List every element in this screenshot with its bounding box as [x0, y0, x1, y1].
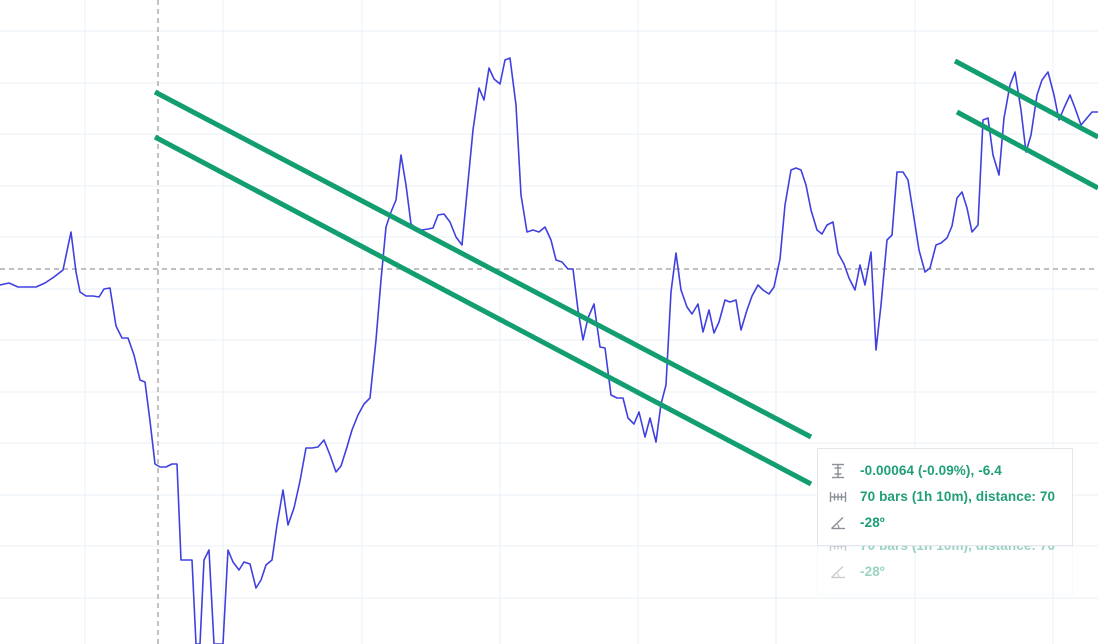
channel-2-upper[interactable] — [953, 58, 1098, 140]
channel-1-lower[interactable] — [153, 134, 813, 487]
angle-icon — [828, 515, 848, 531]
tooltip-row-bars: 70 bars (1h 10m), distance: 70 — [828, 484, 1060, 510]
grid-vertical-lines — [84, 0, 1054, 644]
tooltip-row-angle: -28º — [828, 510, 1060, 536]
price-line-series — [0, 57, 1098, 644]
tooltip-angle-label: -28º — [860, 515, 885, 531]
measure-channel-lines — [153, 58, 1098, 487]
tooltip-row-angle: -28º — [828, 559, 1060, 585]
vertical-range-icon — [828, 463, 848, 479]
tooltip-price-change-label: -0.00064 (-0.09%), -6.4 — [860, 463, 1002, 479]
tooltip-angle-label: -28º — [860, 564, 885, 580]
tooltip-bars-label: 70 bars (1h 10m), distance: 70 — [860, 489, 1056, 505]
horizontal-bars-icon — [828, 489, 848, 505]
channel-2-lower[interactable] — [955, 109, 1098, 191]
angle-icon — [828, 564, 848, 580]
measure-tooltip: -0.00064 (-0.09%), -6.4 70 bars (1h 10m)… — [817, 448, 1073, 546]
channel-1-upper[interactable] — [153, 89, 813, 440]
tooltip-row-price-change: -0.00064 (-0.09%), -6.4 — [828, 458, 1060, 484]
